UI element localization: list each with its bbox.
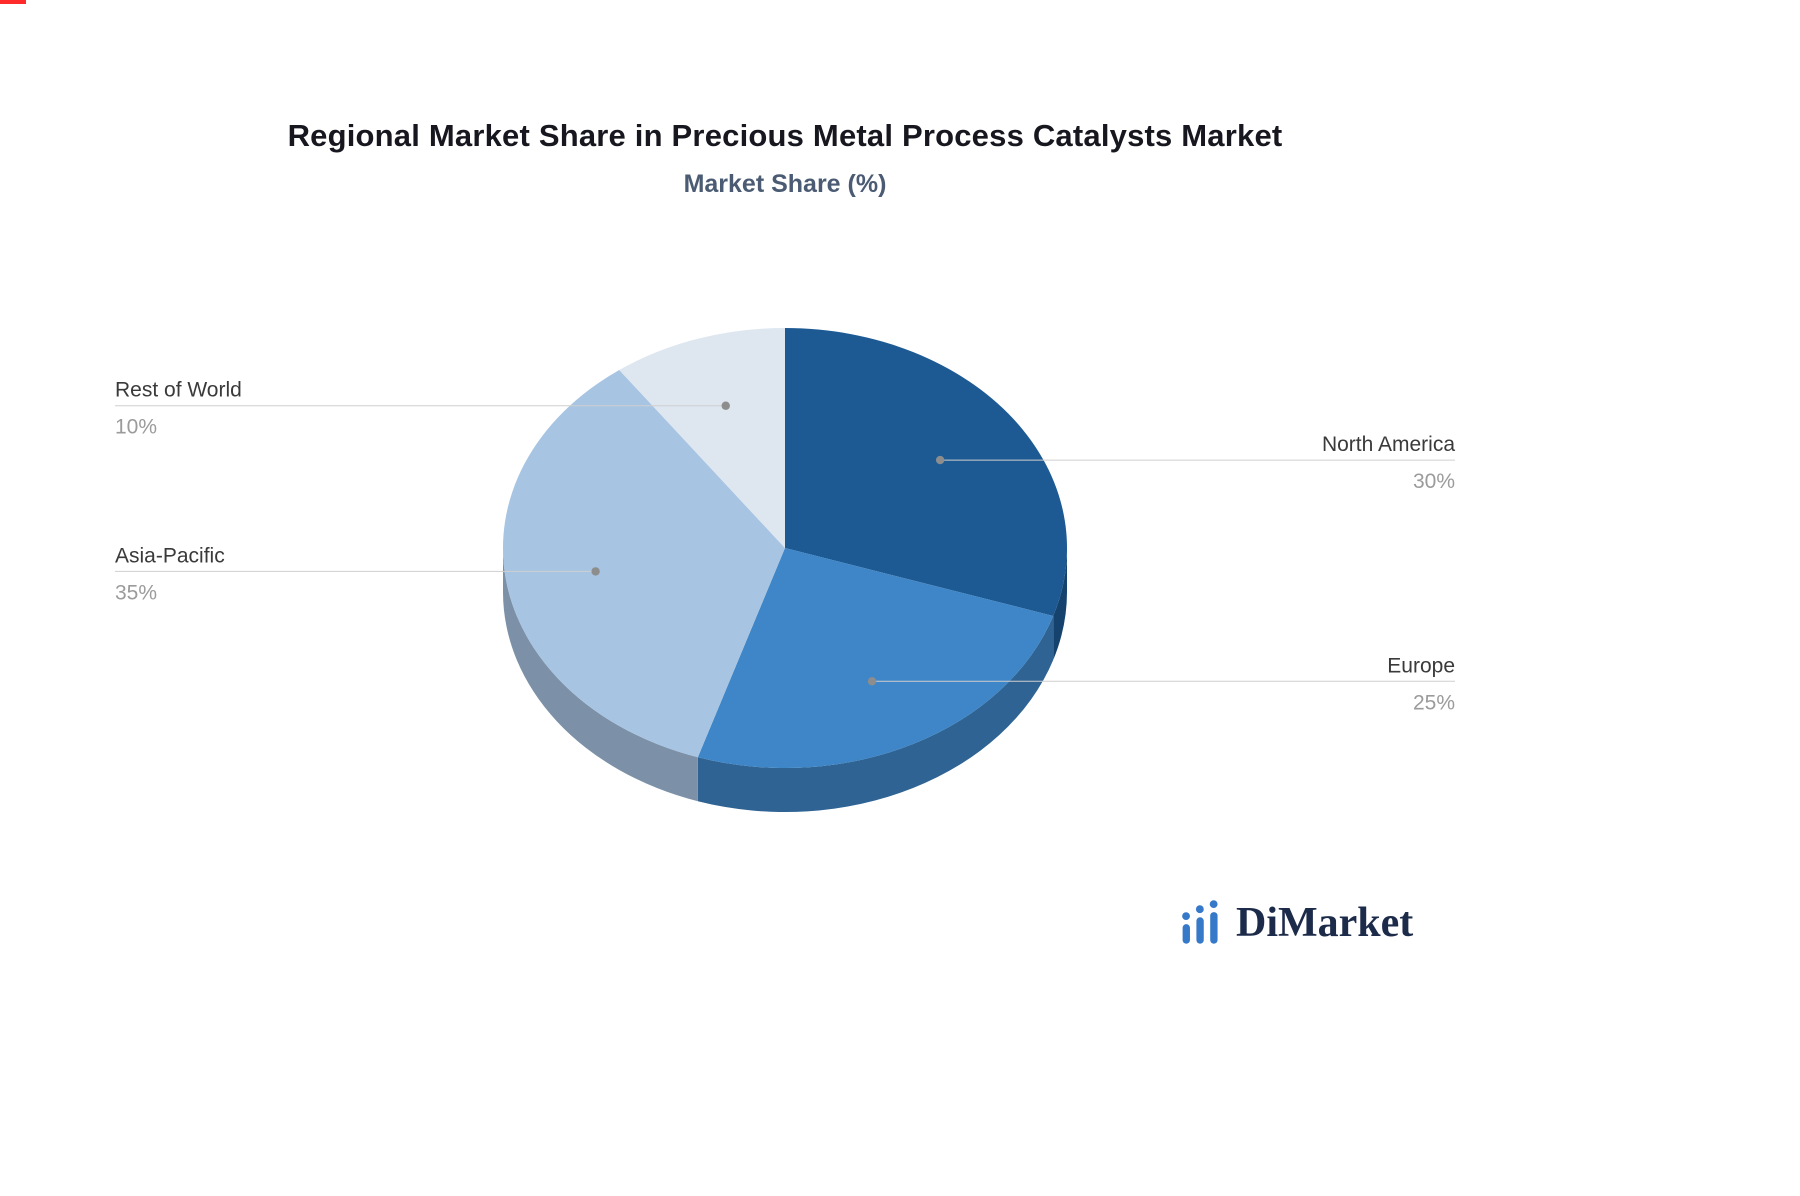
slice-name-label: Rest of World [115,379,242,402]
slice-name-label: North America [1322,433,1455,456]
pie-slice-europe [697,548,1054,768]
logo-bar [1196,917,1204,944]
slice-name-label: Europe [1387,654,1455,677]
dimarket-logo: DiMarket [1178,900,1413,946]
pie-slice-asia-pacific [503,370,785,758]
leader-dot-europe [867,677,877,686]
leader-dot-north-america [935,455,945,465]
logo-text: DiMarket [1236,900,1414,946]
leader-dot-rest-of-world [721,401,730,410]
leader-dot-asia-pacific [591,567,600,576]
slice-value-label: 25% [1413,691,1455,714]
logo-dot [1195,905,1204,914]
pie-slice-side-north-america [1053,548,1067,660]
chart-title: Regional Market Share in Precious Metal … [287,118,1283,153]
chart-subtitle: Market Share (%) [683,170,887,198]
slice-value-label: 30% [1413,470,1455,493]
slice-name-label: Asia-Pacific [115,544,225,567]
bar-chart-icon [1182,900,1218,944]
slice-value-label: 10% [115,416,157,439]
pie-slice-rest-of-world [619,328,785,548]
pie-slice-north-america [785,328,1068,616]
logo-bar [1210,912,1218,944]
logo-dot [1209,900,1218,909]
slice-value-label: 35% [115,581,157,604]
logo-bar [1182,924,1190,944]
screen-corner-artifact [0,0,26,4]
pie-slice-side-asia-pacific [503,548,698,802]
pie-slice-side-europe [697,615,1054,812]
logo-dot [1182,912,1190,921]
